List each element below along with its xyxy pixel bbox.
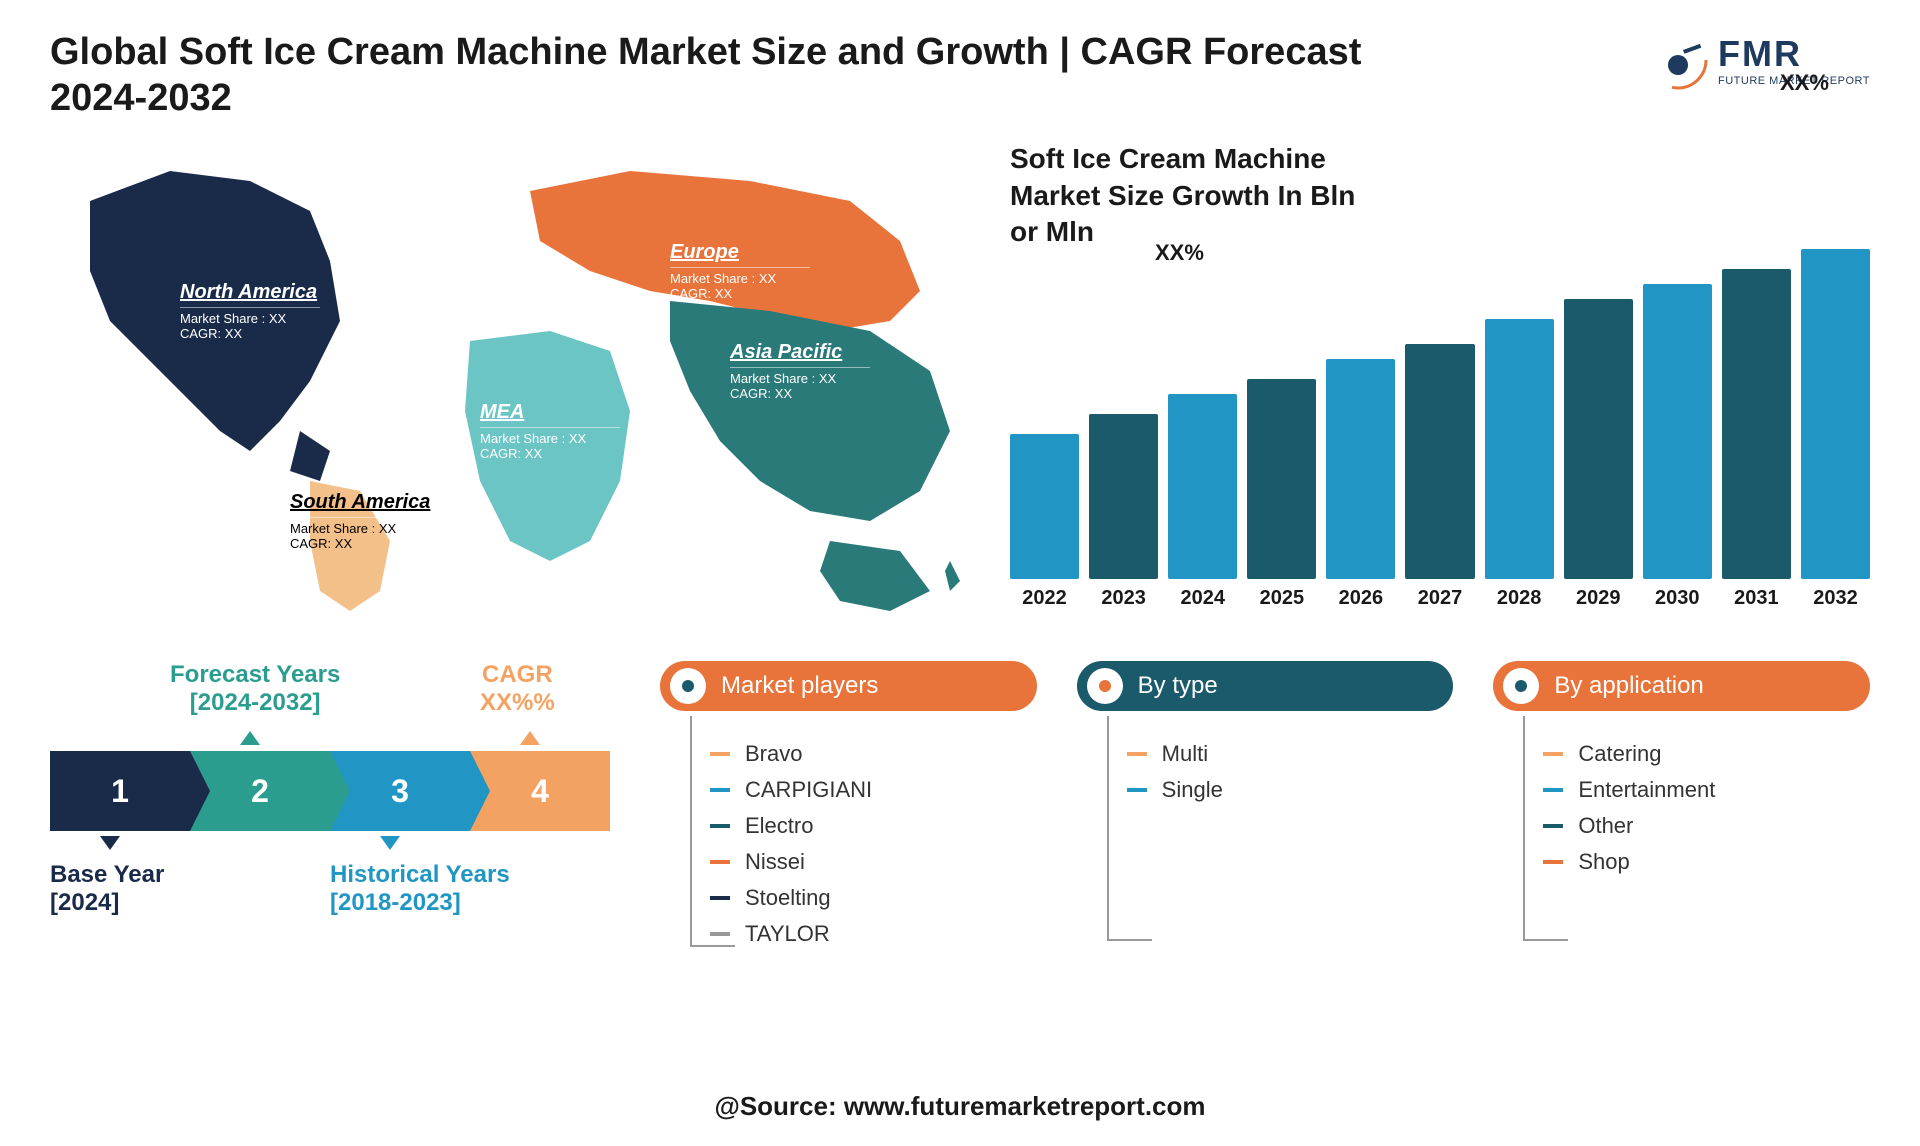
list-item: Electro xyxy=(710,813,1037,839)
category-by-type: By type Multi Single xyxy=(1077,661,1454,957)
bar-2023: 2023 xyxy=(1089,414,1158,610)
category-header: Market players xyxy=(660,661,1037,711)
world-map: North AmericaMarket Share : XXCAGR: XX So… xyxy=(50,141,970,621)
chart-annotation: XX% xyxy=(1780,70,1829,96)
timeline-bar: 1234 xyxy=(50,751,610,831)
arrow-down-icon xyxy=(380,836,400,850)
list-item: Stoelting xyxy=(710,885,1037,911)
bar-2028: 2028 xyxy=(1485,319,1554,610)
region-north-america: North AmericaMarket Share : XXCAGR: XX xyxy=(180,281,320,341)
bar-2027: 2027 xyxy=(1405,344,1474,610)
logo: FMR FUTURE MARKET REPORT xyxy=(1648,30,1870,90)
region-asia-pacific: Asia PacificMarket Share : XXCAGR: XX xyxy=(730,341,870,401)
arrow-down-icon xyxy=(100,836,120,850)
timeline-segment-2: 2 xyxy=(190,751,330,831)
historical-label: Historical Years [2018-2023] xyxy=(330,861,510,917)
bar-2032: 2032 xyxy=(1801,249,1870,610)
source-attribution: @Source: www.futuremarketreport.com xyxy=(50,1091,1870,1122)
categories: Market players Bravo CARPIGIANI Electro Nis… xyxy=(660,661,1870,957)
category-list: Catering Entertainment Other Shop xyxy=(1493,741,1870,941)
list-item: Nissei xyxy=(710,849,1037,875)
list-item: Shop xyxy=(1543,849,1870,875)
list-item: CARPIGIANI xyxy=(710,777,1037,803)
bullet-icon xyxy=(670,668,706,704)
top-row: North AmericaMarket Share : XXCAGR: XX So… xyxy=(50,141,1870,621)
page-title: Global Soft Ice Cream Machine Market Siz… xyxy=(50,30,1450,121)
list-item: Single xyxy=(1127,777,1454,803)
list-item: Bravo xyxy=(710,741,1037,767)
bullet-icon xyxy=(1087,668,1123,704)
list-item: Catering xyxy=(1543,741,1870,767)
bar-2025: 2025 xyxy=(1247,379,1316,610)
arrow-up-icon xyxy=(240,731,260,745)
list-item: TAYLOR xyxy=(710,921,1037,947)
region-mea: MEAMarket Share : XXCAGR: XX xyxy=(480,401,620,461)
bar-chart: Soft Ice Cream Machine Market Size Growt… xyxy=(1010,141,1870,621)
bar-2031: 2031 xyxy=(1722,269,1791,610)
bullet-icon xyxy=(1503,668,1539,704)
chart-bars: 2022202320242025202620272028202920302031… xyxy=(1010,270,1870,610)
list-item: Other xyxy=(1543,813,1870,839)
timeline-segment-1: 1 xyxy=(50,751,190,831)
header: Global Soft Ice Cream Machine Market Siz… xyxy=(50,30,1870,121)
category-header: By type xyxy=(1077,661,1454,711)
category-header: By application xyxy=(1493,661,1870,711)
category-by-application: By application Catering Entertainment Othe… xyxy=(1493,661,1870,957)
region-europe: EuropeMarket Share : XXCAGR: XX xyxy=(670,241,810,301)
list-item: Multi xyxy=(1127,741,1454,767)
cagr-label: CAGR XX%% xyxy=(480,661,555,717)
chart-annotation: XX% xyxy=(1155,240,1204,266)
category-market-players: Market players Bravo CARPIGIANI Electro Nis… xyxy=(660,661,1037,957)
timeline-segment-4: 4 xyxy=(470,751,610,831)
forecast-label: Forecast Years [2024-2032] xyxy=(170,661,340,717)
bar-2029: 2029 xyxy=(1564,299,1633,610)
bar-2026: 2026 xyxy=(1326,359,1395,610)
bar-2022: 2022 xyxy=(1010,434,1079,610)
timeline: Forecast Years [2024-2032] CAGR XX%% 123… xyxy=(50,661,610,1041)
logo-text-main: FMR xyxy=(1718,33,1870,75)
arrow-up-icon xyxy=(520,731,540,745)
category-list: Bravo CARPIGIANI Electro Nissei Stoelting TAY… xyxy=(660,741,1037,947)
chart-title: Soft Ice Cream Machine Market Size Growt… xyxy=(1010,141,1390,250)
logo-icon xyxy=(1648,30,1708,90)
region-south-america: South AmericaMarket Share : XXCAGR: XX xyxy=(290,491,430,551)
category-list: Multi Single xyxy=(1077,741,1454,941)
timeline-segment-3: 3 xyxy=(330,751,470,831)
bottom-row: Forecast Years [2024-2032] CAGR XX%% 123… xyxy=(50,661,1870,1041)
bar-2024: 2024 xyxy=(1168,394,1237,610)
list-item: Entertainment xyxy=(1543,777,1870,803)
base-year-label: Base Year [2024] xyxy=(50,861,164,917)
bar-2030: 2030 xyxy=(1643,284,1712,610)
